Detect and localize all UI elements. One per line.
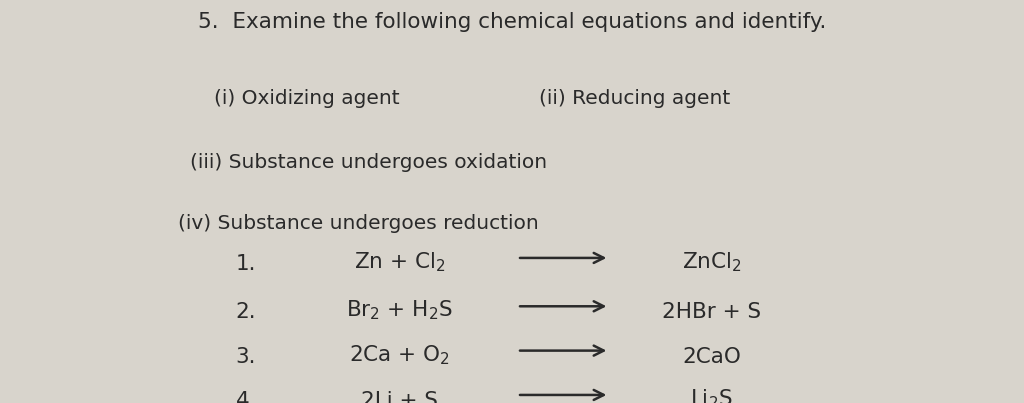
Text: 3.: 3. [236, 347, 256, 367]
Text: (ii) Reducing agent: (ii) Reducing agent [540, 89, 730, 108]
Text: (i) Oxidizing agent: (i) Oxidizing agent [214, 89, 400, 108]
Text: (iv) Substance undergoes reduction: (iv) Substance undergoes reduction [178, 214, 539, 233]
Text: 2CaO: 2CaO [682, 347, 741, 367]
Text: Br$_2$ + H$_2$S: Br$_2$ + H$_2$S [346, 299, 453, 322]
Text: 2.: 2. [236, 302, 256, 322]
Text: 2HBr + S: 2HBr + S [663, 302, 761, 322]
Text: 1.: 1. [236, 254, 256, 274]
Text: (iii) Substance undergoes oxidation: (iii) Substance undergoes oxidation [190, 153, 547, 172]
Text: 2Ca + O$_2$: 2Ca + O$_2$ [349, 343, 450, 367]
Text: Li$_2$S: Li$_2$S [690, 387, 733, 403]
Text: ZnCl$_2$: ZnCl$_2$ [682, 250, 741, 274]
Text: Zn + Cl$_2$: Zn + Cl$_2$ [353, 250, 445, 274]
Text: 5.  Examine the following chemical equations and identify.: 5. Examine the following chemical equati… [198, 12, 826, 32]
Text: 2Li + S: 2Li + S [360, 391, 438, 403]
Text: 4.: 4. [236, 391, 256, 403]
